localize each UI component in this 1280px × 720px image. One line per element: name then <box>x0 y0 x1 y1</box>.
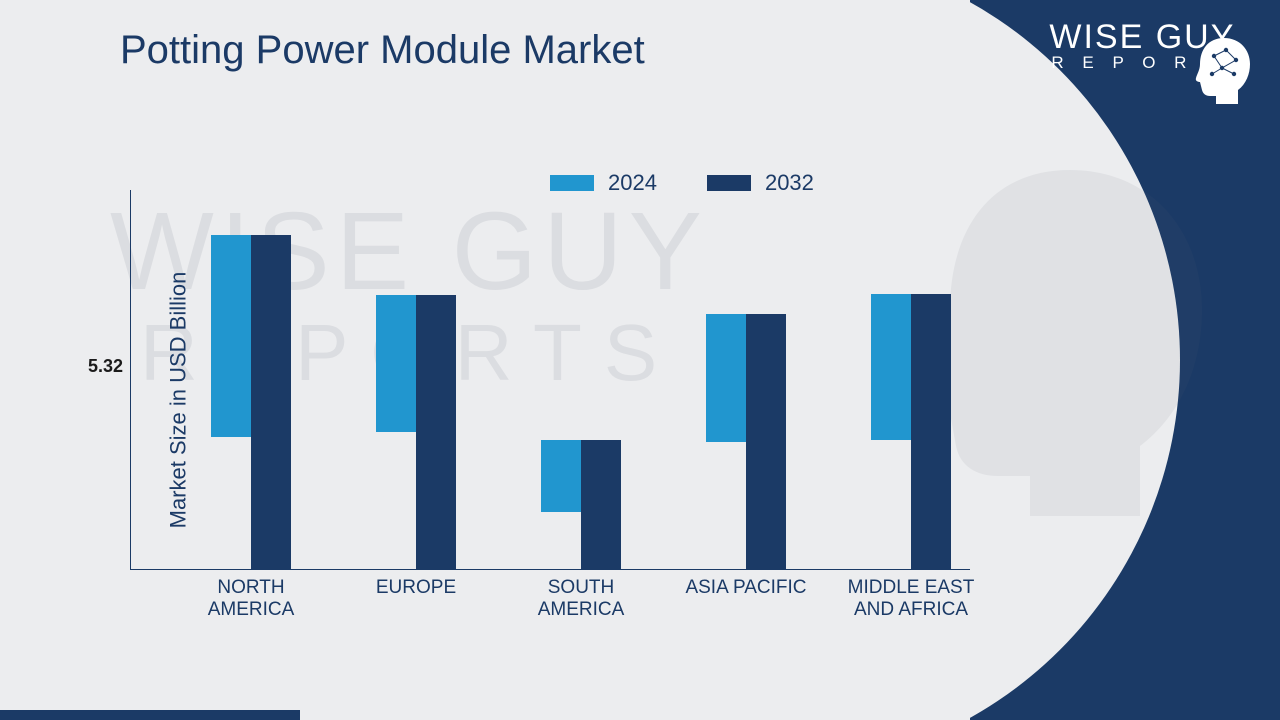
legend-swatch-2032 <box>707 175 751 191</box>
plot-area: 5.32 NORTH AMERICAEUROPESOUTH AMERICAASI… <box>130 190 970 570</box>
category-label: ASIA PACIFIC <box>676 577 816 599</box>
bar <box>541 440 581 512</box>
category-label: EUROPE <box>346 577 486 599</box>
bar-group: NORTH AMERICA <box>176 235 326 569</box>
bar <box>746 314 786 569</box>
bar <box>416 295 456 569</box>
bar-chart: Market Size in USD Billion 5.32 NORTH AM… <box>100 190 970 610</box>
bar <box>211 235 251 437</box>
bar <box>251 235 291 569</box>
bar <box>871 294 911 440</box>
category-label: SOUTH AMERICA <box>511 577 651 621</box>
logo-head-icon <box>1194 36 1254 106</box>
bar <box>706 314 746 441</box>
bar <box>376 295 416 432</box>
y-tick-label: 5.32 <box>71 356 123 377</box>
legend-swatch-2024 <box>550 175 594 191</box>
right-brand-panel <box>970 0 1280 720</box>
bar <box>581 440 621 569</box>
chart-title: Potting Power Module Market <box>120 28 645 73</box>
brand-logo: WISE GUY R E P O R T S <box>1049 20 1252 71</box>
bar-group: SOUTH AMERICA <box>506 440 656 569</box>
category-label: NORTH AMERICA <box>181 577 321 621</box>
bar-group: EUROPE <box>341 295 491 569</box>
bar-group: MIDDLE EAST AND AFRICA <box>836 294 986 570</box>
bottom-accent-bar <box>0 710 300 720</box>
bar-group: ASIA PACIFIC <box>671 314 821 569</box>
category-label: MIDDLE EAST AND AFRICA <box>841 577 981 621</box>
bar <box>911 294 951 570</box>
